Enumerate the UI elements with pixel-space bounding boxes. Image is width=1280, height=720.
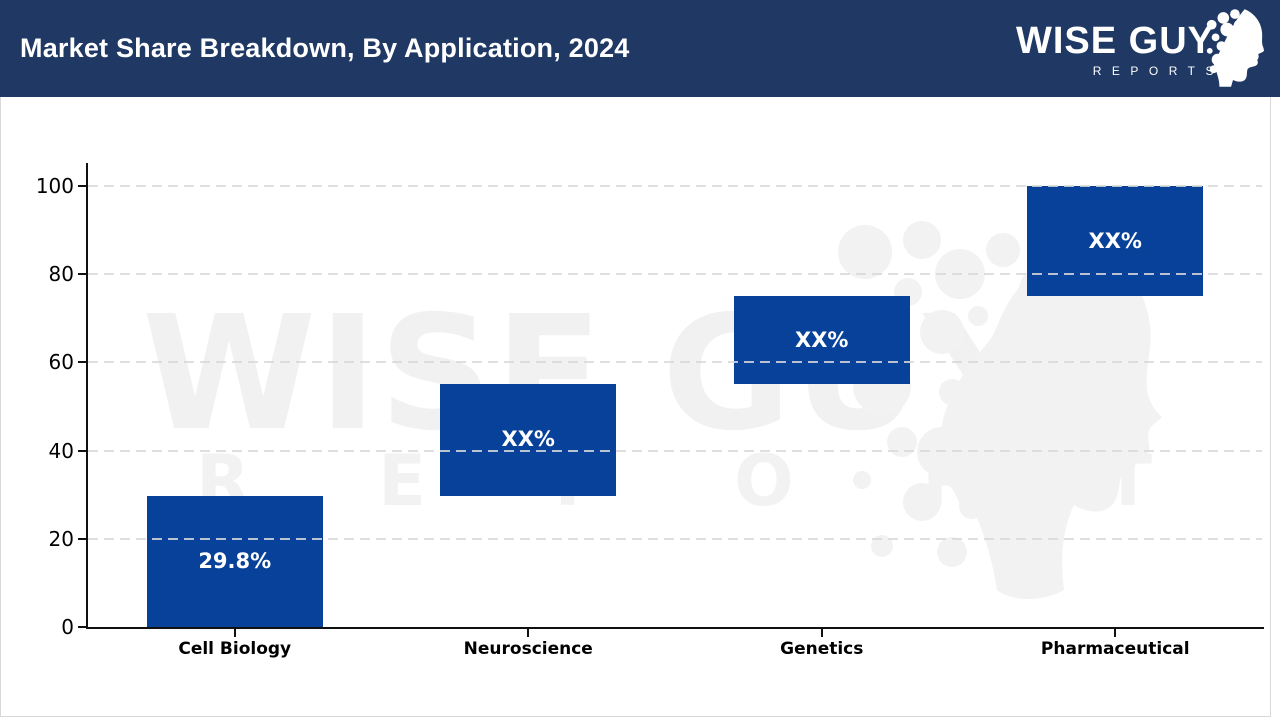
brand-subtitle: REPORTS: [1092, 64, 1224, 78]
y-axis-tick: [78, 449, 87, 452]
brand-logo: WISE GUY REPORTS: [1016, 6, 1264, 92]
x-tick-label: Cell Biology: [178, 639, 292, 659]
bar-value-label: XX%: [501, 427, 555, 452]
gridline: [88, 449, 1262, 452]
x-tick-label: Pharmaceutical: [1040, 639, 1190, 659]
x-tick-label: Genetics: [780, 639, 864, 659]
x-axis-tick: [527, 629, 530, 637]
bar-neuroscience: [440, 384, 617, 496]
y-tick-label: 100: [35, 174, 74, 198]
y-axis-tick: [78, 273, 87, 276]
y-axis-tick: [78, 626, 87, 628]
y-tick-label: 60: [48, 350, 74, 375]
bar-genetics: [733, 296, 910, 385]
bar-value-label: XX%: [795, 328, 849, 353]
bar-pharmaceutical: [1027, 186, 1204, 297]
x-tick-label: Neuroscience: [463, 639, 593, 659]
brand-head-icon: [1202, 7, 1264, 91]
y-tick-label: 40: [48, 438, 74, 463]
x-axis-tick: [1114, 629, 1117, 637]
y-axis-tick: [78, 361, 87, 364]
gridline: [88, 185, 1262, 187]
y-tick-label: 0: [61, 615, 74, 639]
x-axis-tick: [820, 629, 823, 637]
y-axis-line: [86, 163, 88, 629]
y-axis-tick: [78, 537, 87, 540]
x-axis-tick: [233, 629, 236, 637]
y-tick-label: 20: [48, 526, 74, 551]
bar-cell-biology: [146, 495, 323, 627]
bar-value-label: 29.8%: [198, 548, 272, 573]
brand-name: WISE GUY: [1015, 20, 1214, 62]
y-axis-tick: [78, 185, 87, 187]
header-bar: Market Share Breakdown, By Application, …: [0, 0, 1280, 97]
bar-value-label: XX%: [1088, 229, 1142, 253]
gridline: [88, 273, 1262, 276]
gridline: [88, 361, 1262, 364]
y-tick-label: 80: [48, 262, 74, 287]
gridline: [88, 537, 1262, 540]
x-axis-line: [86, 627, 1264, 629]
brand-logo-text: WISE GUY REPORTS: [1016, 20, 1214, 78]
page-title: Market Share Breakdown, By Application, …: [20, 33, 630, 63]
